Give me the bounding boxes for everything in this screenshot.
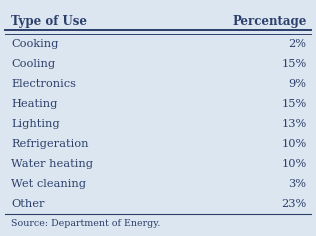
Text: 15%: 15% — [281, 99, 307, 109]
Text: Lighting: Lighting — [11, 119, 60, 129]
Text: 10%: 10% — [281, 159, 307, 169]
Text: Percentage: Percentage — [232, 15, 307, 28]
Text: Cooking: Cooking — [11, 39, 58, 49]
Text: 9%: 9% — [289, 79, 307, 89]
Text: Heating: Heating — [11, 99, 58, 109]
Text: Cooling: Cooling — [11, 59, 55, 69]
Text: 13%: 13% — [281, 119, 307, 129]
Text: 10%: 10% — [281, 139, 307, 149]
Text: 23%: 23% — [281, 199, 307, 209]
Text: Other: Other — [11, 199, 45, 209]
Text: Wet cleaning: Wet cleaning — [11, 179, 86, 189]
Text: 3%: 3% — [289, 179, 307, 189]
Text: 15%: 15% — [281, 59, 307, 69]
Text: Water heating: Water heating — [11, 159, 93, 169]
Text: Refrigeration: Refrigeration — [11, 139, 88, 149]
Text: 2%: 2% — [289, 39, 307, 49]
Text: Type of Use: Type of Use — [11, 15, 87, 28]
Text: Electronics: Electronics — [11, 79, 76, 89]
Text: Source: Department of Energy.: Source: Department of Energy. — [11, 219, 161, 228]
